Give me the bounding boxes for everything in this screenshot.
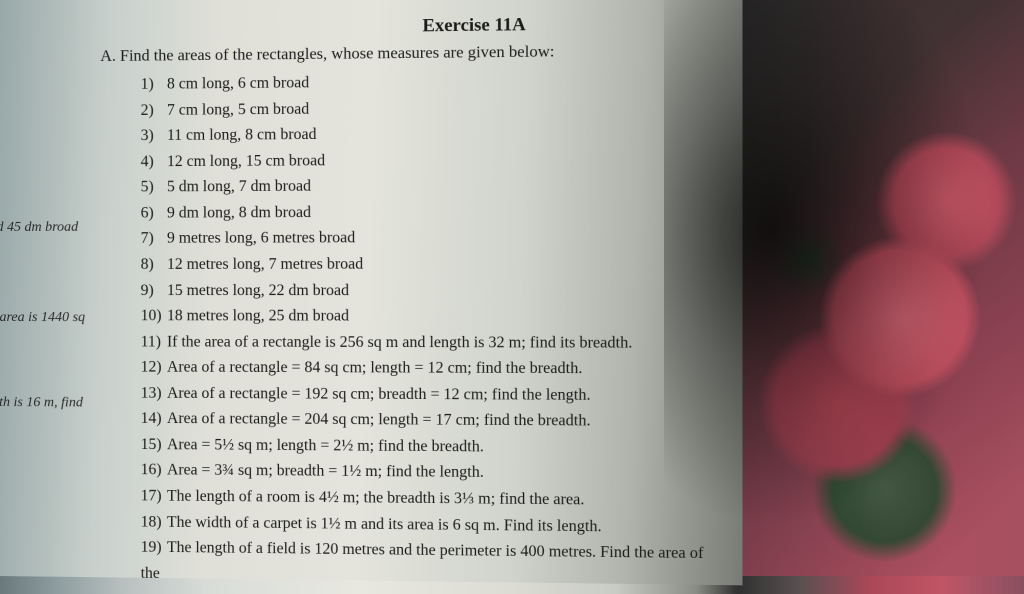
list-item: 8)12 metres long, 7 metres broad xyxy=(141,251,711,278)
item-number: 14) xyxy=(141,406,167,432)
item-number: 12) xyxy=(141,355,167,381)
item-number: 11) xyxy=(141,329,167,355)
item-text: 9 metres long, 6 metres broad xyxy=(167,229,355,247)
list-item: 5)5 dm long, 7 dm broad xyxy=(141,172,711,201)
item-text: The width of a carpet is 1½ m and its ar… xyxy=(167,513,602,535)
section-a-prompt: A. Find the areas of the rectangles, who… xyxy=(100,42,710,66)
item-number: 3) xyxy=(141,123,167,149)
item-text: The length of a field is 120 metres and … xyxy=(141,539,704,582)
item-number: 16) xyxy=(141,457,167,483)
item-number: 10) xyxy=(141,303,167,329)
item-text: Area = 5½ sq m; length = 2½ m; find the … xyxy=(167,436,484,455)
list-item: 11)If the area of a rectangle is 256 sq … xyxy=(141,329,711,356)
exercise-title: Exercise 11A xyxy=(242,12,710,39)
item-number: 9) xyxy=(141,277,167,303)
item-number: 8) xyxy=(141,252,167,278)
list-item: 4)12 cm long, 15 cm broad xyxy=(141,145,711,174)
item-number: 13) xyxy=(141,380,167,406)
list-item: 9)15 metres long, 22 dm broad xyxy=(141,277,711,303)
item-text: Area of a rectangle = 84 sq cm; length =… xyxy=(167,359,582,378)
item-text: The length of a room is 4½ m; the breadt… xyxy=(167,487,584,508)
item-text: 12 cm long, 15 cm broad xyxy=(167,152,325,170)
margin-note-1: g and 45 dm broad xyxy=(0,220,78,236)
list-item: 10)18 metres long, 25 dm broad xyxy=(141,303,711,330)
item-text: 11 cm long, 8 cm broad xyxy=(167,126,317,144)
item-text: Area = 3¾ sq m; breadth = 1½ m; find the… xyxy=(167,462,484,482)
list-item: 2)7 cm long, 5 cm broad xyxy=(141,93,711,123)
list-item: 19)The length of a field is 120 metres a… xyxy=(141,535,711,594)
item-number: 5) xyxy=(141,174,167,200)
exercise-items: 1)8 cm long, 6 cm broad 2)7 cm long, 5 c… xyxy=(100,66,710,593)
item-text: 8 cm long, 6 cm broad xyxy=(167,74,309,92)
textbook-page: g and 45 dm broad ad area is 1440 sq rea… xyxy=(0,0,742,585)
item-text: Area of a rectangle = 192 sq cm; breadth… xyxy=(167,384,591,403)
item-text: 15 metres long, 22 dm broad xyxy=(167,281,349,298)
margin-note-3: readth is 16 m, find xyxy=(0,395,83,412)
background-floral xyxy=(714,0,1024,576)
list-item: 12)Area of a rectangle = 84 sq cm; lengt… xyxy=(141,355,711,383)
list-item: 6)9 dm long, 8 dm broad xyxy=(141,198,711,226)
item-text: 5 dm long, 7 dm broad xyxy=(167,178,311,196)
item-text: 9 dm long, 8 dm broad xyxy=(167,204,311,222)
list-item: 7)9 metres long, 6 metres broad xyxy=(141,224,711,251)
list-item: 13)Area of a rectangle = 192 sq cm; brea… xyxy=(141,380,711,409)
item-text: 12 metres long, 7 metres broad xyxy=(167,255,363,272)
item-number: 18) xyxy=(141,509,167,535)
item-text: Area of a rectangle = 204 sq cm; length … xyxy=(167,410,591,430)
item-text: If the area of a rectangle is 256 sq m a… xyxy=(167,333,632,351)
item-text: 18 metres long, 25 dm broad xyxy=(167,307,349,324)
item-number: 15) xyxy=(141,432,167,458)
list-item: 3)11 cm long, 8 cm broad xyxy=(141,119,711,149)
margin-notes: g and 45 dm broad ad area is 1440 sq rea… xyxy=(0,0,95,577)
item-number: 1) xyxy=(141,71,167,97)
item-number: 19) xyxy=(141,535,167,561)
item-number: 6) xyxy=(141,200,167,226)
item-number: 7) xyxy=(141,226,167,252)
list-item: 14)Area of a rectangle = 204 sq cm; leng… xyxy=(141,406,711,435)
margin-note-2: ad area is 1440 sq xyxy=(0,310,85,326)
item-text: 7 cm long, 5 cm broad xyxy=(167,100,309,118)
item-number: 4) xyxy=(141,149,167,175)
item-number: 2) xyxy=(141,97,167,123)
item-number: 17) xyxy=(141,483,167,509)
